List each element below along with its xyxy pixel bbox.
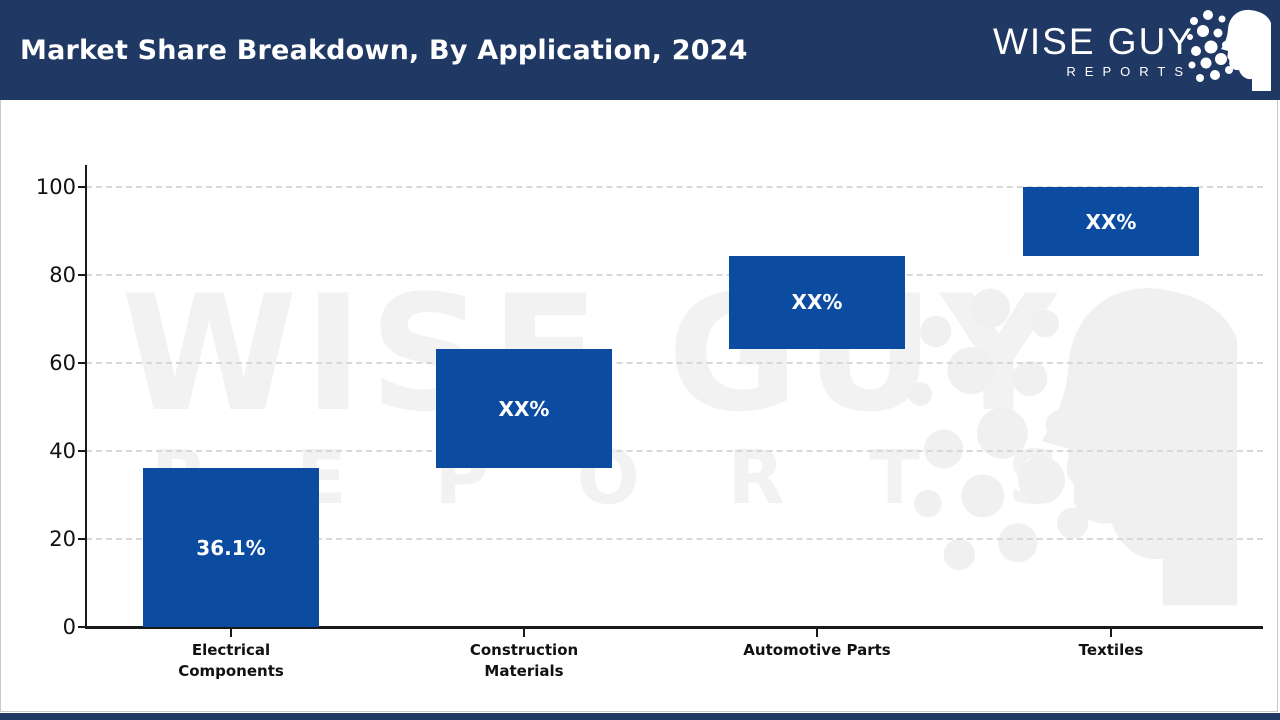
gridline-80 (86, 274, 1263, 276)
wiseguy-logo: WISE GUY REPORTS (993, 7, 1272, 93)
bar-3: XX% (1023, 187, 1199, 257)
bar-1: XX% (436, 348, 612, 469)
x-category-label-2: Automotive Parts (743, 641, 891, 659)
logo-wordmark: WISE GUY REPORTS (993, 23, 1194, 78)
bar-0: 36.1% (143, 468, 319, 627)
y-tick-mark-20 (78, 538, 86, 540)
logo-wordmark-line1: WISE GUY (992, 20, 1194, 62)
bar-value-label: 36.1% (196, 535, 266, 560)
bar-value-label: XX% (498, 396, 550, 421)
x-category-label-3: Textiles (1078, 641, 1144, 659)
gridline-20 (86, 538, 1263, 540)
logo-wordmark-line2: REPORTS (1066, 63, 1192, 79)
y-tick-label-100: 100 (35, 175, 76, 199)
footer-accent-bar (0, 713, 1280, 720)
header: Market Share Breakdown, By Application, … (0, 0, 1280, 100)
y-axis-line (85, 165, 87, 629)
x-tick-mark-1 (523, 629, 525, 637)
y-tick-mark-100 (78, 186, 86, 188)
gridline-100 (86, 186, 1263, 188)
gridline-60 (86, 362, 1263, 364)
y-tick-label-80: 80 (49, 263, 76, 287)
bar-value-label: XX% (1085, 209, 1137, 234)
bar-2: XX% (729, 256, 905, 349)
y-tick-mark-0 (78, 626, 86, 628)
y-tick-mark-40 (78, 450, 86, 452)
x-category-label-1: Construction Materials (469, 641, 579, 680)
y-tick-label-20: 20 (49, 527, 76, 551)
chart-title: Market Share Breakdown, By Application, … (20, 34, 748, 66)
x-tick-mark-2 (816, 629, 818, 637)
x-tick-mark-0 (230, 629, 232, 637)
y-tick-mark-80 (78, 274, 86, 276)
x-axis-line (86, 626, 1263, 629)
x-category-label-0: Electrical Components (178, 641, 284, 680)
bar-value-label: XX% (791, 290, 843, 315)
y-tick-label-40: 40 (49, 439, 76, 463)
plot: 0 20 40 60 80 100 36.1% Electrical Components XX… (1, 100, 1277, 711)
gridline-40 (86, 450, 1263, 452)
watermark-head-icon (908, 288, 1238, 606)
x-tick-mark-3 (1110, 629, 1112, 637)
chart-area: WISE GUY REPORTS 0 20 40 60 80 100 36.1% Electr… (0, 100, 1278, 712)
y-tick-label-60: 60 (49, 351, 76, 375)
y-tick-mark-60 (78, 362, 86, 364)
logo-head-icon (1187, 9, 1271, 92)
y-tick-label-0: 0 (62, 615, 76, 639)
